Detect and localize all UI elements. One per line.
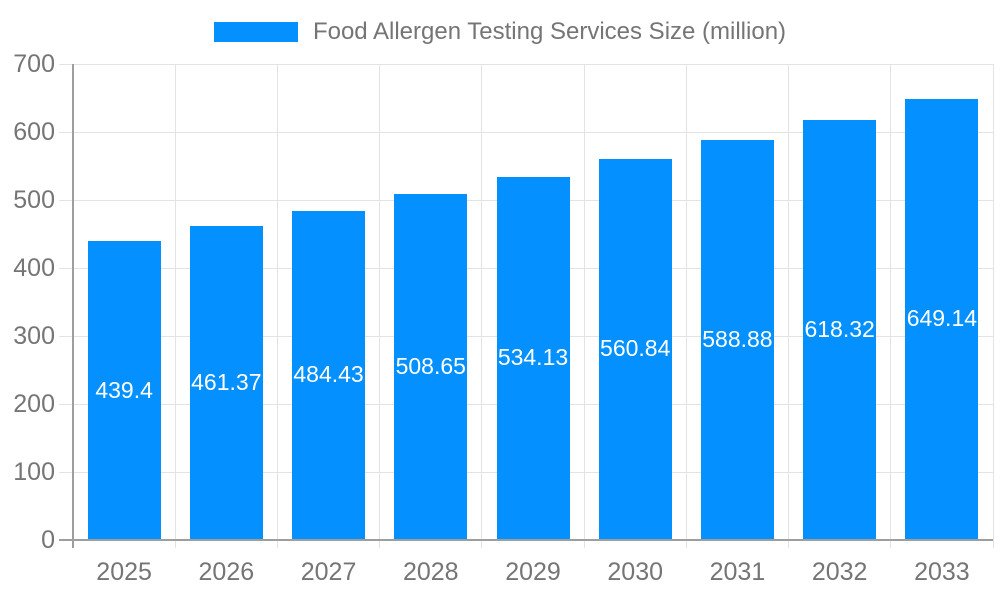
bar [87, 241, 161, 540]
x-gridline [788, 64, 790, 548]
y-gridline [59, 131, 993, 133]
x-axis-tick-label: 2026 [198, 558, 255, 586]
bar [700, 139, 774, 540]
x-axis-tick-label: 2027 [300, 558, 357, 586]
bar-value-label: 588.88 [702, 325, 773, 352]
bar [905, 98, 979, 540]
legend-color-swatch [213, 22, 298, 42]
x-axis-tick-label: 2030 [607, 558, 664, 586]
x-axis-tick-label: 2028 [402, 558, 459, 586]
legend-series-label: Food Allergen Testing Services Size (mil… [312, 18, 787, 45]
bar-value-label: 461.37 [191, 369, 262, 396]
bar-value-label: 439.4 [95, 376, 153, 403]
y-axis-tick-label: 300 [13, 322, 55, 350]
bar [598, 158, 672, 540]
y-axis-tick-label: 100 [13, 458, 55, 486]
bar [394, 194, 468, 540]
bar [803, 119, 877, 540]
y-axis-tick-label: 200 [13, 390, 55, 418]
y-axis-tick-label: 500 [13, 186, 55, 214]
x-axis-tick-label: 2025 [96, 558, 152, 586]
x-gridline [481, 64, 483, 548]
bar-value-label: 484.43 [293, 361, 364, 388]
y-axis-tick-label: 0 [41, 526, 55, 554]
bar-value-label: 560.84 [600, 335, 671, 362]
x-axis-tick-label: 2033 [914, 558, 970, 586]
x-gridline [583, 64, 585, 548]
bar [496, 176, 570, 540]
y-gridline [59, 63, 993, 65]
bar [189, 226, 263, 540]
bar-value-label: 618.32 [804, 315, 875, 342]
x-axis-tick-label: 2032 [811, 558, 868, 586]
bar-value-label: 649.14 [906, 305, 978, 332]
x-gridline [276, 64, 278, 548]
y-axis-tick-label: 700 [13, 50, 55, 78]
y-axis-line [72, 64, 74, 548]
y-axis-tick-label: 600 [13, 118, 55, 146]
bar [292, 210, 366, 540]
x-gridline [890, 64, 892, 548]
x-gridline [174, 64, 176, 548]
x-axis-baseline [59, 539, 993, 541]
y-axis-tick-label: 400 [13, 254, 55, 282]
x-gridline [992, 64, 994, 548]
x-axis-tick-label: 2031 [709, 558, 766, 586]
x-axis-tick-label: 2029 [505, 558, 561, 586]
chart-legend: Food Allergen Testing Services Size (mil… [0, 18, 1000, 46]
x-gridline [379, 64, 381, 548]
bar-value-label: 508.65 [395, 353, 466, 380]
bar-value-label: 534.13 [497, 344, 569, 371]
x-gridline [685, 64, 687, 548]
